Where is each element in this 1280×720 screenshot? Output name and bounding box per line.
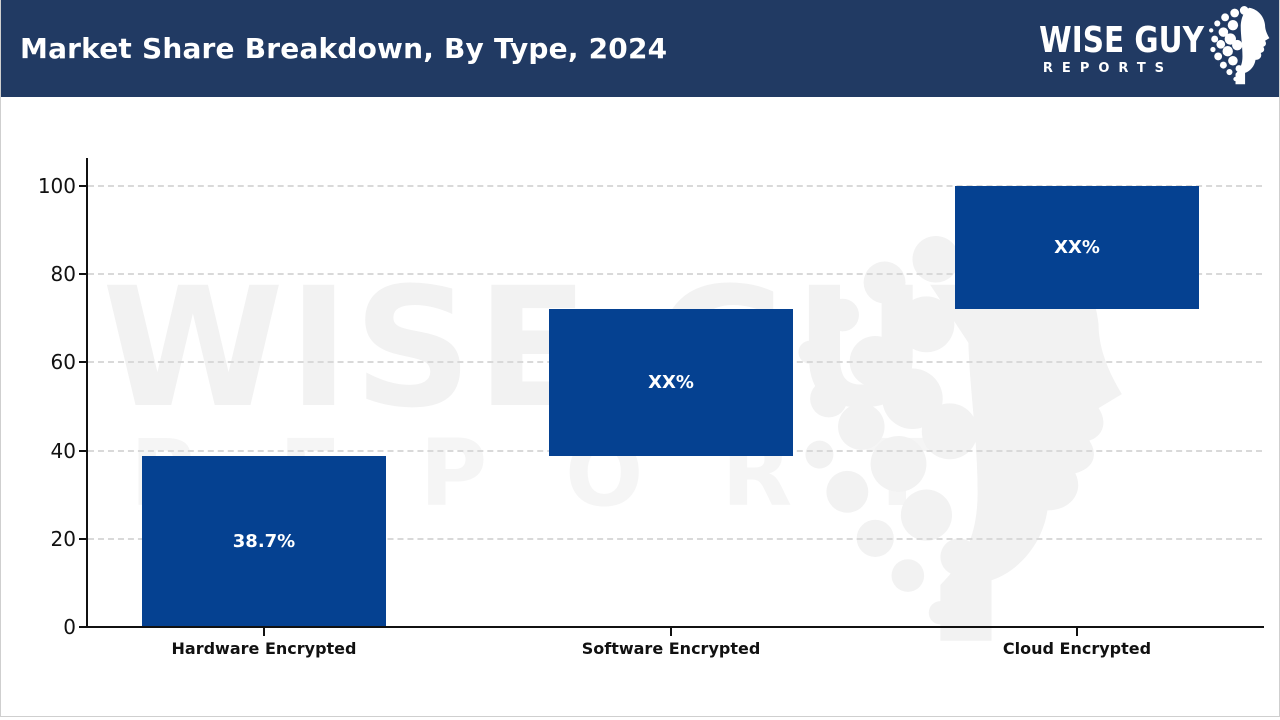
y-tick-label: 100 [37, 174, 76, 198]
y-axis-line [86, 158, 88, 628]
logo-text: WISE GUY REPORTS [1003, 20, 1204, 76]
chart-title: Market Share Breakdown, By Type, 2024 [20, 32, 668, 65]
header-banner: Market Share Breakdown, By Type, 2024 WI… [0, 0, 1280, 97]
bar-value-label: 38.7% [232, 531, 296, 552]
logo-wordmark: WISE GUY [1039, 20, 1204, 61]
x-category-label: Software Encrypted [581, 639, 761, 658]
y-tick-mark [79, 273, 86, 275]
x-tick-mark [670, 628, 672, 636]
y-tick-mark [79, 538, 86, 540]
x-category-label: Cloud Encrypted [1002, 639, 1152, 658]
bar-segment: 38.7% [142, 456, 386, 627]
y-gridline [88, 538, 1262, 540]
watermark-face-icon [798, 222, 1122, 641]
wiseguy-face-icon [1209, 6, 1270, 85]
y-tick-mark [79, 361, 86, 363]
wiseguy-logo: WISE GUY REPORTS [1003, 4, 1272, 88]
x-category-label: Hardware Encrypted [171, 639, 357, 658]
y-tick-label: 0 [63, 615, 76, 639]
x-tick-mark [263, 628, 265, 636]
y-tick-label: 20 [50, 527, 76, 551]
bar-segment: XX% [549, 309, 793, 456]
y-tick-mark [79, 626, 86, 628]
y-tick-label: 40 [50, 439, 76, 463]
bar-segment: XX% [955, 186, 1199, 309]
bar-value-label: XX% [648, 372, 694, 393]
y-tick-mark [79, 450, 86, 452]
x-tick-mark [1076, 628, 1078, 636]
x-axis-line [86, 626, 1264, 628]
y-tick-label: 60 [50, 350, 76, 374]
bar-value-label: XX% [1054, 237, 1100, 258]
logo-subtext: REPORTS [1042, 61, 1174, 76]
y-tick-mark [79, 185, 86, 187]
y-gridline [88, 273, 1262, 275]
y-tick-label: 80 [50, 262, 76, 286]
y-gridline [88, 185, 1262, 187]
